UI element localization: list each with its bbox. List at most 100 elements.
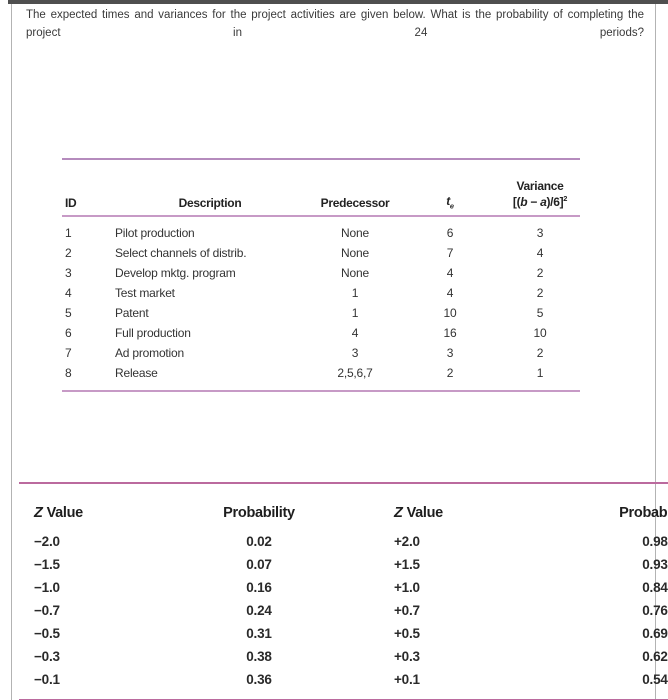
cell-predecessor: 4 bbox=[351, 326, 359, 340]
table-row: 2 Select channels of distrib. None 7 4 bbox=[62, 243, 580, 263]
header-predecessor: Predecessor bbox=[310, 159, 400, 217]
cell-variance: 4 bbox=[536, 246, 544, 260]
cell-description: Release bbox=[115, 366, 158, 380]
table-row: 3 Develop mktg. program None 4 2 bbox=[62, 263, 580, 283]
cell-predecessor: 1 bbox=[351, 286, 359, 300]
left-frame-line bbox=[11, 4, 12, 700]
cell-z-pos: +0.5 bbox=[394, 626, 420, 641]
cell-variance: 2 bbox=[536, 266, 544, 280]
formula-minus: − bbox=[527, 195, 541, 209]
cell-z-pos: +2.0 bbox=[394, 534, 420, 549]
z-symbol: Z bbox=[394, 505, 403, 521]
cell-p-pos: 0.69 bbox=[642, 626, 668, 641]
z-value-label: Value bbox=[46, 505, 84, 521]
cell-z-neg: −2.0 bbox=[34, 534, 60, 549]
cell-p-pos: 0.76 bbox=[642, 603, 668, 618]
cell-expected-time: 6 bbox=[446, 226, 454, 240]
cell-expected-time: 4 bbox=[446, 266, 454, 280]
cell-z-pos: +1.0 bbox=[394, 580, 420, 595]
cell-p-pos: 0.54 bbox=[642, 672, 668, 687]
cell-expected-time: 7 bbox=[446, 246, 454, 260]
cell-variance: 1 bbox=[536, 366, 544, 380]
cell-expected-time: 16 bbox=[443, 326, 457, 340]
header-z-value-pos: Z Value bbox=[334, 483, 544, 527]
top-border-bar bbox=[8, 0, 668, 4]
cell-id: 5 bbox=[65, 306, 72, 320]
cell-p-neg: 0.38 bbox=[246, 649, 272, 664]
cell-p-pos: 0.62 bbox=[642, 649, 668, 664]
cell-description: Pilot production bbox=[115, 226, 195, 240]
z-symbol: Z bbox=[34, 505, 43, 521]
cell-z-pos: +0.1 bbox=[394, 672, 420, 687]
activities-table-header: ID Description Predecessor te Variance [… bbox=[62, 159, 580, 217]
header-probability-pos: Probability bbox=[619, 505, 668, 521]
z-value-label: Value bbox=[406, 505, 444, 521]
header-probability-neg: Probability bbox=[223, 505, 295, 521]
cell-description: Test market bbox=[115, 286, 175, 300]
cell-description: Develop mktg. program bbox=[115, 266, 236, 280]
cell-p-pos: 0.98 bbox=[642, 534, 668, 549]
cell-p-neg: 0.16 bbox=[246, 580, 272, 595]
cell-expected-time: 2 bbox=[446, 366, 454, 380]
cell-z-neg: −0.7 bbox=[34, 603, 60, 618]
cell-variance: 5 bbox=[536, 306, 544, 320]
header-variance: Variance [(b − a)/6]2 bbox=[500, 159, 580, 217]
header-id: ID bbox=[62, 159, 110, 217]
cell-z-neg: −0.3 bbox=[34, 649, 60, 664]
cell-id: 3 bbox=[65, 266, 72, 280]
table-row: 8 Release 2,5,6,7 2 1 bbox=[62, 363, 580, 391]
cell-id: 8 bbox=[65, 366, 72, 380]
formula-open: [( bbox=[512, 195, 521, 209]
cell-description: Patent bbox=[115, 306, 149, 320]
header-description: Description bbox=[110, 159, 310, 217]
cell-id: 4 bbox=[65, 286, 72, 300]
table-row: −1.0 0.16 +1.0 0.84 bbox=[19, 576, 668, 599]
table-row: 7 Ad promotion 3 3 2 bbox=[62, 343, 580, 363]
formula-close: )/6] bbox=[546, 195, 564, 209]
formula-b: b bbox=[520, 195, 528, 209]
cell-id: 6 bbox=[65, 326, 72, 340]
formula-a: a bbox=[540, 195, 547, 209]
cell-description: Ad promotion bbox=[115, 346, 184, 360]
cell-z-neg: −1.0 bbox=[34, 580, 60, 595]
variance-title: Variance bbox=[516, 179, 564, 193]
cell-p-pos: 0.84 bbox=[642, 580, 668, 595]
cell-expected-time: 4 bbox=[446, 286, 454, 300]
cell-id: 2 bbox=[65, 246, 72, 260]
cell-p-neg: 0.02 bbox=[246, 534, 272, 549]
cell-p-neg: 0.31 bbox=[246, 626, 272, 641]
cell-predecessor: 1 bbox=[351, 306, 359, 320]
cell-p-neg: 0.07 bbox=[246, 557, 272, 572]
cell-predecessor: None bbox=[341, 266, 369, 280]
cell-z-neg: −0.5 bbox=[34, 626, 60, 641]
cell-predecessor: 3 bbox=[351, 346, 359, 360]
table-row: −1.5 0.07 +1.5 0.93 bbox=[19, 553, 668, 576]
cell-id: 7 bbox=[65, 346, 72, 360]
right-frame-line bbox=[655, 4, 656, 700]
cell-predecessor: None bbox=[341, 246, 369, 260]
table-row: −0.7 0.24 +0.7 0.76 bbox=[19, 599, 668, 622]
cell-variance: 3 bbox=[536, 226, 544, 240]
cell-predecessor: 2,5,6,7 bbox=[337, 366, 373, 380]
cell-z-neg: −1.5 bbox=[34, 557, 60, 572]
table-row: −0.3 0.38 +0.3 0.62 bbox=[19, 645, 668, 668]
header-expected-time: te bbox=[400, 159, 500, 217]
activities-table: ID Description Predecessor te Variance [… bbox=[62, 158, 580, 392]
table-row: −2.0 0.02 +2.0 0.98 bbox=[19, 527, 668, 553]
cell-p-neg: 0.24 bbox=[246, 603, 272, 618]
cell-z-neg: −0.1 bbox=[34, 672, 60, 687]
te-symbol: t bbox=[446, 193, 450, 208]
cell-expected-time: 10 bbox=[443, 306, 457, 320]
cell-predecessor: None bbox=[341, 226, 369, 240]
header-z-value-neg: Z Value bbox=[19, 483, 184, 527]
cell-description: Select channels of distrib. bbox=[115, 246, 247, 260]
cell-p-neg: 0.36 bbox=[246, 672, 272, 687]
formula-exponent: 2 bbox=[563, 194, 568, 203]
table-row: −0.5 0.31 +0.5 0.69 bbox=[19, 622, 668, 645]
table-row: −0.1 0.36 +0.1 0.54 bbox=[19, 668, 668, 700]
cell-variance: 2 bbox=[536, 346, 544, 360]
cell-z-pos: +0.7 bbox=[394, 603, 420, 618]
